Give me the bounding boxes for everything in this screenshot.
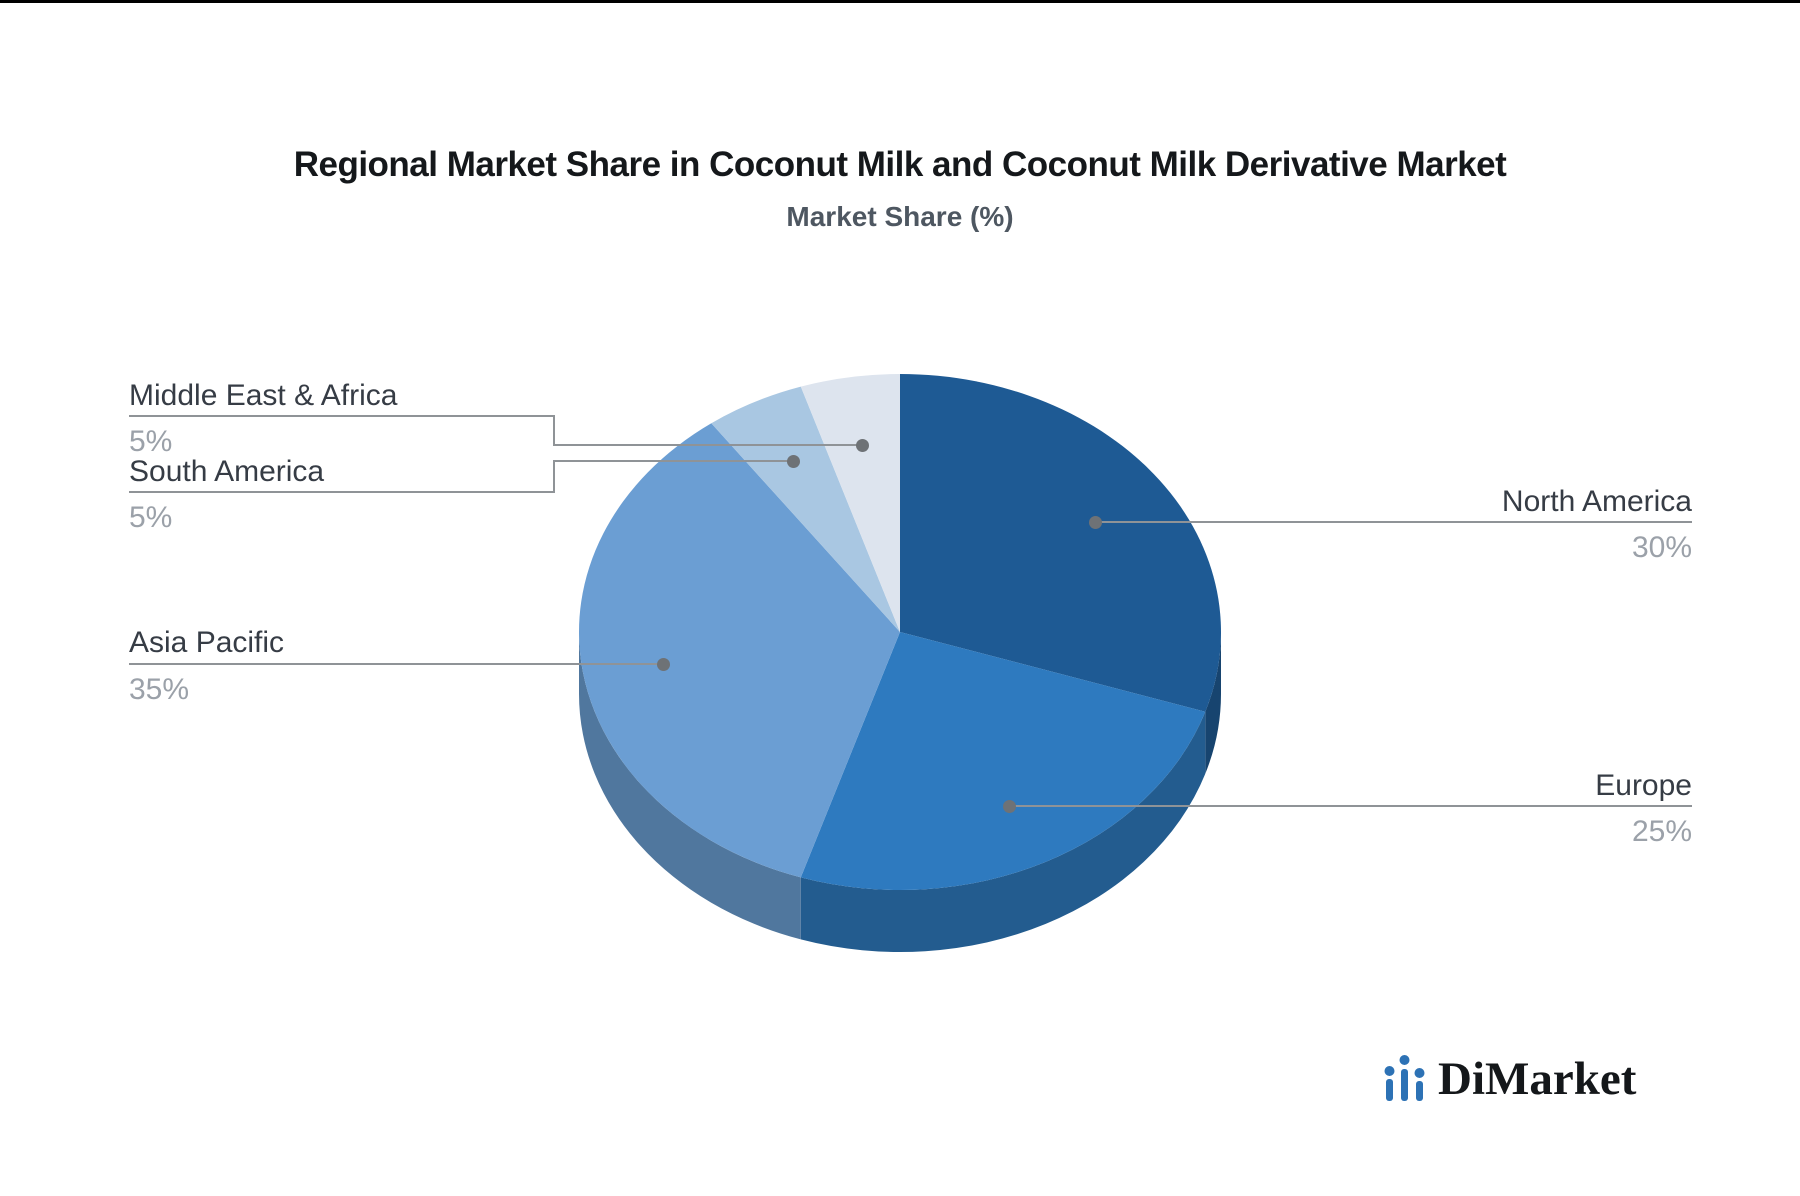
pie-slice-asia-pacific[interactable] [579, 423, 900, 878]
value-europe: 25% [1631, 815, 1692, 848]
pie-slice-north-america[interactable] [900, 374, 1221, 712]
pie-slice-europe[interactable] [800, 632, 1206, 890]
callout-line-middle-east-africa [553, 415, 555, 446]
value-middle-east-africa: 5% [129, 425, 173, 458]
value-north-america: 30% [1631, 531, 1692, 564]
leader-dot-north-america [1089, 516, 1102, 529]
window-top-edge [0, 0, 1800, 3]
pie-slice-side-asia-pacific [579, 632, 801, 940]
chart-title: Regional Market Share in Coconut Milk an… [293, 145, 1507, 184]
label-north-america: North America [1501, 485, 1692, 518]
callout-line-europe [1009, 805, 1692, 807]
callout-line-middle-east-africa [553, 444, 862, 446]
leader-dot-south-america [787, 455, 800, 468]
pie-slices [579, 374, 1221, 952]
chart-subtitle: Market Share (%) [786, 201, 1014, 232]
bar-chart-dots-icon [1384, 1055, 1425, 1101]
callout-line-asia-pacific [129, 663, 663, 665]
callout-line-north-america [1095, 521, 1692, 523]
pie-slice-side-north-america [1205, 632, 1221, 774]
leader-dot-europe [1003, 800, 1016, 813]
callout-line-south-america [553, 460, 793, 462]
leader-dot-asia-pacific [657, 658, 670, 671]
pie-slice-south-america[interactable] [711, 386, 900, 632]
label-south-america: South America [129, 455, 325, 488]
value-south-america: 5% [129, 501, 173, 534]
pie-slice-side-europe [800, 711, 1206, 952]
label-asia-pacific: Asia Pacific [129, 626, 285, 659]
value-asia-pacific: 35% [129, 673, 190, 706]
callout-line-south-america [553, 461, 555, 493]
label-europe: Europe [1595, 769, 1692, 802]
label-middle-east-africa: Middle East & Africa [129, 379, 398, 412]
leader-dot-middle-east-africa [856, 439, 869, 452]
callout-line-middle-east-africa [129, 415, 555, 417]
logo-text: DiMarket [1438, 1053, 1637, 1105]
pie-slice-middle-east-africa[interactable] [800, 374, 900, 632]
dimarket-logo[interactable]: DiMarket [1382, 1053, 1636, 1103]
callout-line-south-america [129, 491, 555, 493]
